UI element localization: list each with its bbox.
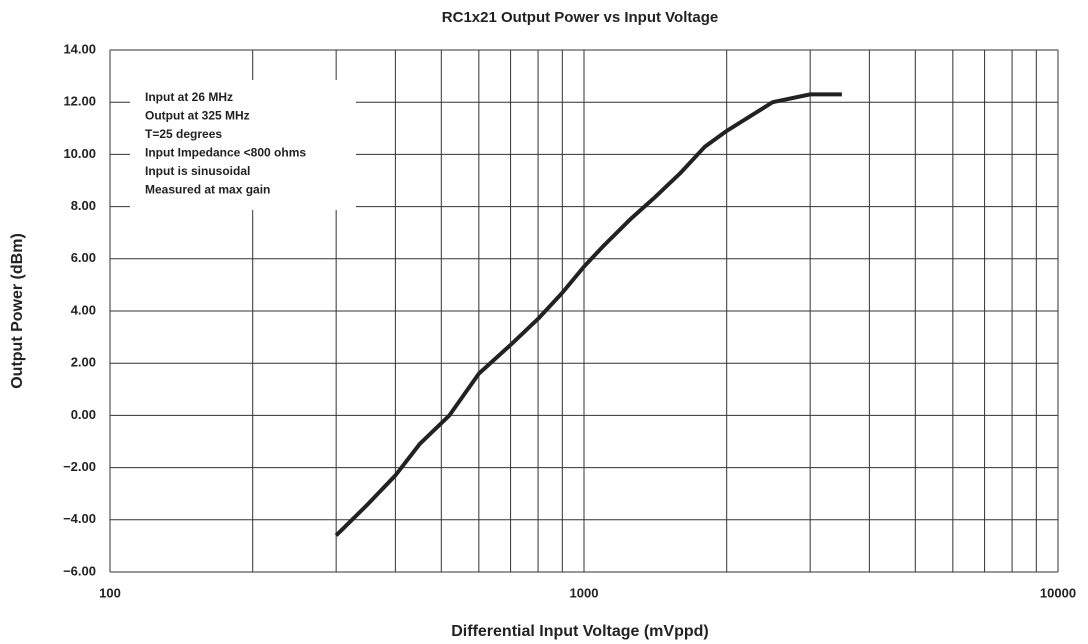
y-tick-label: 6.00 — [71, 250, 96, 265]
y-axis-title: Output Power (dBm) — [9, 233, 26, 389]
x-tick-label: 10000 — [1040, 585, 1076, 600]
y-tick-label: −4.00 — [63, 511, 96, 526]
data-line — [334, 92, 842, 537]
y-tick-label: 4.00 — [71, 302, 96, 317]
y-tick-label: 8.00 — [71, 198, 96, 213]
y-tick-label: 14.00 — [63, 41, 96, 56]
x-tick-label: 1000 — [570, 585, 599, 600]
annotation-line: Input is sinusoidal — [145, 164, 250, 178]
annotation-line: T=25 degrees — [145, 127, 222, 141]
y-tick-label: −6.00 — [63, 563, 96, 578]
annotation: Input at 26 MHz Output at 325 MHz T=25 deg… — [130, 80, 356, 210]
x-tick-label: 100 — [99, 585, 121, 600]
annotation-line: Output at 325 MHz — [145, 109, 250, 123]
annotation-box — [130, 80, 356, 210]
y-tick-label: 12.00 — [63, 94, 96, 109]
annotation-line: Measured at max gain — [145, 183, 270, 197]
y-tick-label: 10.00 — [63, 146, 96, 161]
annotation-line: Input Impedance <800 ohms — [145, 146, 306, 160]
y-tick-label: 2.00 — [71, 355, 96, 370]
y-tick-label: 0.00 — [71, 407, 96, 422]
chart-title: RC1x21 Output Power vs Input Voltage — [442, 9, 718, 26]
y-tick-label: −2.00 — [63, 459, 96, 474]
annotation-line: Input at 26 MHz — [145, 90, 233, 104]
x-axis-title: Differential Input Voltage (mVppd) — [451, 623, 708, 640]
